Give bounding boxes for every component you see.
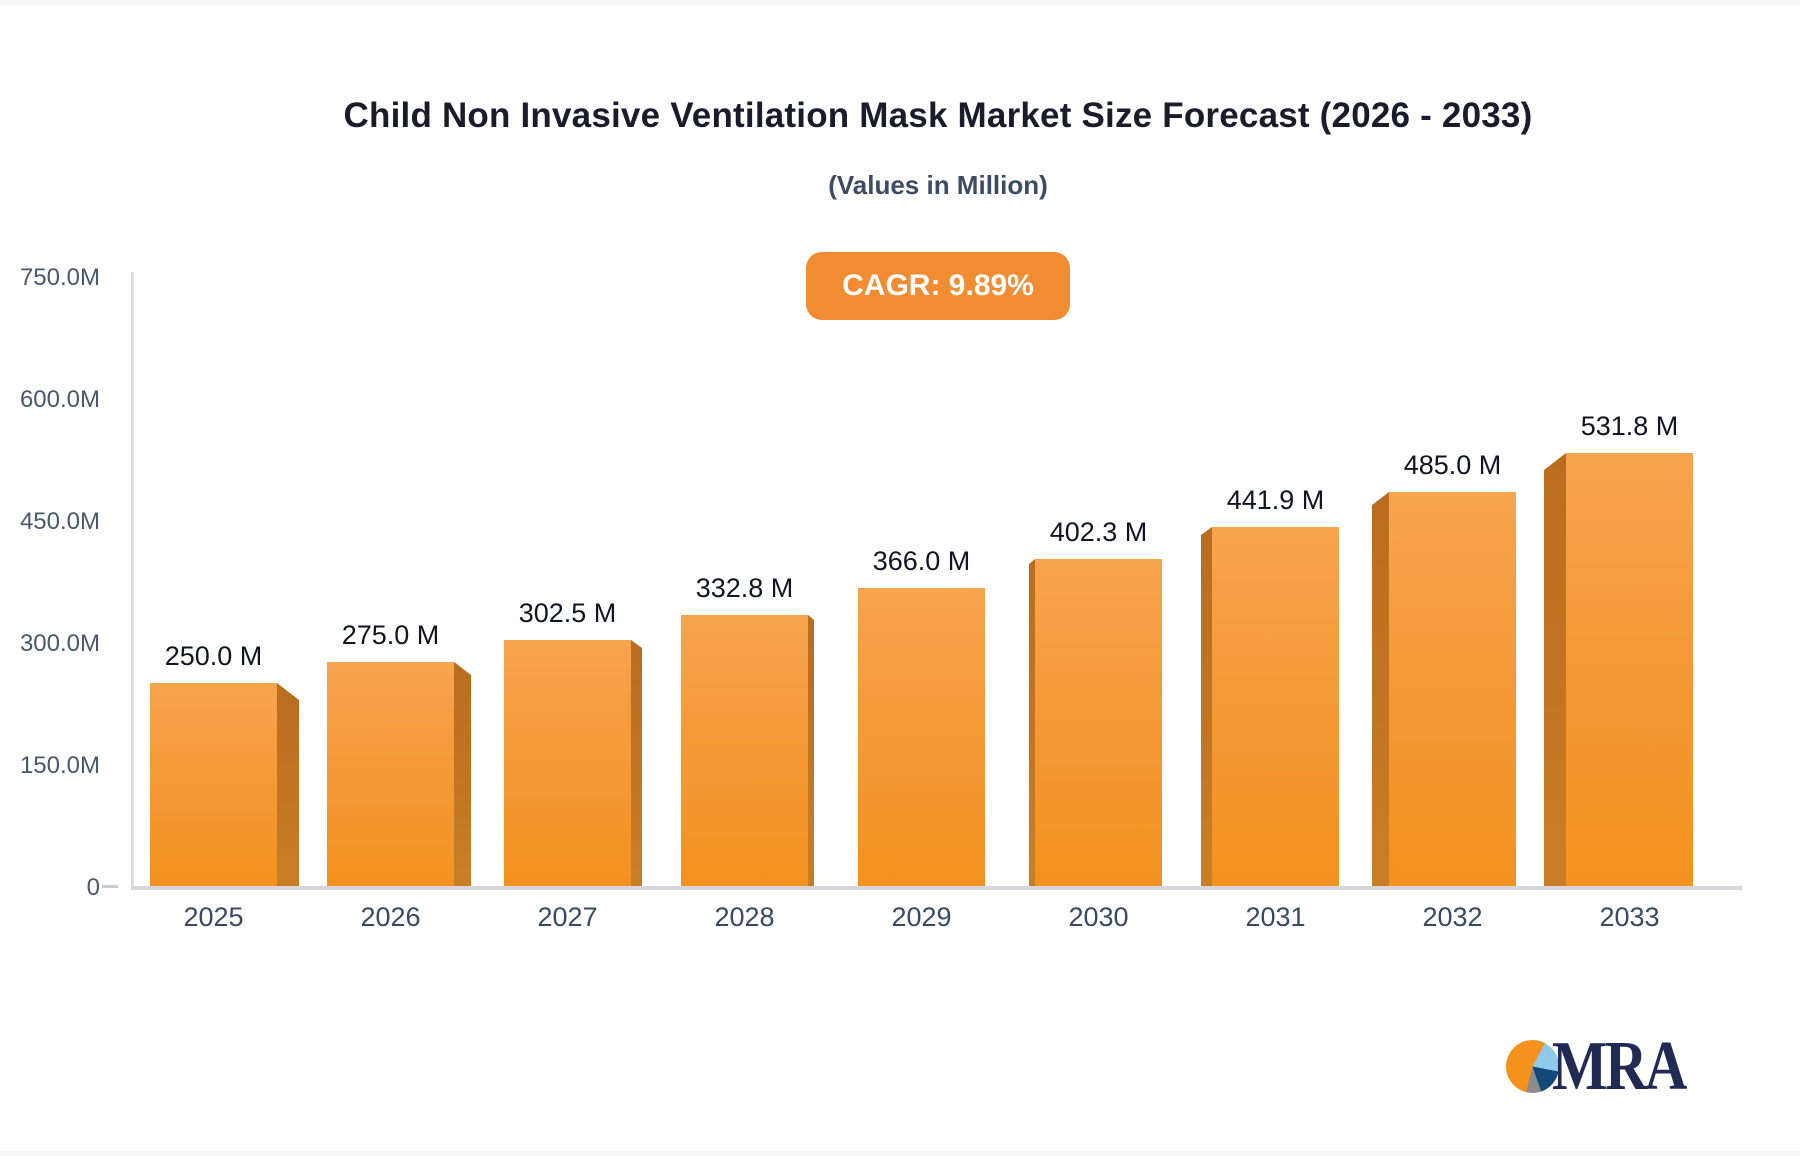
bar-value-label: 441.9 M bbox=[1226, 485, 1325, 515]
chart-subtitle: (Values in Million) bbox=[828, 170, 1048, 200]
x-axis-label: 2027 bbox=[537, 902, 598, 932]
bar bbox=[504, 640, 631, 886]
bar-value-label: 332.8 M bbox=[695, 573, 794, 603]
bar bbox=[1035, 559, 1162, 886]
x-axis-label: 2030 bbox=[1068, 902, 1129, 932]
bar bbox=[1566, 453, 1693, 886]
x-axis-label: 2029 bbox=[891, 902, 952, 932]
bar-value-label: 250.0 M bbox=[164, 641, 263, 671]
mra-logo: MRA bbox=[1506, 1028, 1710, 1105]
bar-side-face bbox=[1544, 453, 1566, 886]
bar-side-face bbox=[808, 615, 814, 886]
bar-side-face bbox=[1372, 492, 1389, 886]
bar bbox=[150, 683, 277, 886]
y-axis-label: 0 bbox=[86, 874, 100, 901]
x-axis-label: 2031 bbox=[1245, 902, 1306, 932]
page-top-edge bbox=[0, 0, 1800, 5]
y-axis-label: 750.0M bbox=[19, 264, 100, 291]
bar bbox=[1212, 527, 1339, 886]
x-axis-label: 2028 bbox=[714, 902, 775, 932]
bar-side-face bbox=[454, 662, 471, 886]
bar-side-face bbox=[1201, 527, 1212, 886]
bar-value-label: 531.8 M bbox=[1580, 411, 1679, 441]
bar-value-label: 485.0 M bbox=[1403, 450, 1502, 480]
x-axis-label: 2026 bbox=[360, 902, 421, 932]
x-axis-label: 2032 bbox=[1422, 902, 1483, 932]
cagr-badge: CAGR: 9.89% bbox=[806, 252, 1070, 320]
bar-value-label: 366.0 M bbox=[872, 546, 971, 576]
x-axis-label: 2033 bbox=[1599, 902, 1660, 932]
page-bottom-edge bbox=[0, 1151, 1800, 1156]
bar bbox=[1389, 492, 1516, 886]
bar-value-label: 275.0 M bbox=[341, 620, 440, 650]
y-axis-label: 300.0M bbox=[19, 630, 100, 657]
y-axis-label: 450.0M bbox=[19, 508, 100, 535]
x-axis-line bbox=[131, 886, 1742, 890]
bar-side-face bbox=[631, 640, 642, 886]
bar bbox=[858, 588, 985, 886]
y-axis-label: 600.0M bbox=[19, 386, 100, 413]
bar bbox=[327, 662, 454, 886]
cagr-badge-row: CAGR: 9.89% bbox=[134, 252, 1742, 320]
bar-value-label: 402.3 M bbox=[1049, 517, 1148, 547]
bar bbox=[681, 615, 808, 886]
zero-tick-mark bbox=[102, 885, 118, 888]
bar-side-face bbox=[277, 683, 299, 886]
logo-text: MRA bbox=[1552, 1028, 1687, 1105]
y-axis-line bbox=[131, 272, 134, 890]
x-axis-label: 2025 bbox=[183, 902, 244, 932]
chart-title: Child Non Invasive Ventilation Mask Mark… bbox=[343, 96, 1533, 135]
y-axis-label: 150.0M bbox=[19, 752, 100, 779]
logo-pie-icon bbox=[1506, 1040, 1559, 1093]
bar-side-face bbox=[1029, 559, 1035, 886]
bar-value-label: 302.5 M bbox=[518, 598, 617, 628]
